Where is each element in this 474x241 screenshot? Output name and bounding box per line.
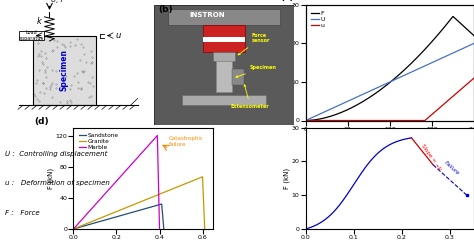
Bar: [216, 61, 232, 92]
Granite: [202, 228, 208, 230]
Text: Load
apparatus: Load apparatus: [19, 30, 44, 41]
Bar: [232, 69, 244, 85]
Y-axis label: F (kN): F (kN): [47, 168, 54, 189]
Line: Marble: Marble: [73, 135, 160, 229]
Text: Failure: Failure: [443, 160, 460, 176]
Text: (d): (d): [34, 117, 49, 126]
Bar: [182, 94, 266, 105]
Sandstone: [159, 203, 164, 206]
Text: F :   Force: F : Force: [5, 210, 39, 216]
Text: u: u: [116, 31, 121, 40]
Text: Specimen: Specimen: [60, 49, 69, 91]
Y-axis label: F (kN): F (kN): [284, 168, 290, 189]
Granite: [71, 228, 76, 230]
Text: (e): (e): [281, 117, 295, 126]
Text: k: k: [37, 17, 42, 26]
Granite: [200, 175, 205, 178]
Marble: [157, 228, 163, 230]
Text: Extensometer: Extensometer: [231, 85, 270, 109]
Text: (b): (b): [158, 5, 173, 13]
Sandstone: [71, 228, 76, 230]
Bar: [203, 37, 245, 42]
Bar: [203, 25, 245, 52]
Line: Granite: Granite: [73, 177, 205, 229]
Bar: [18, 31, 44, 40]
Bar: [213, 52, 235, 61]
Legend: F, U, u: F, U, u: [309, 8, 328, 31]
Text: Slope = −k: Slope = −k: [420, 143, 442, 171]
Text: U :  Controlling displacement: U : Controlling displacement: [5, 150, 107, 157]
Text: (c): (c): [281, 0, 294, 2]
Line: Sandstone: Sandstone: [73, 204, 164, 229]
Text: u :   Deformation of specimen: u : Deformation of specimen: [5, 180, 109, 186]
Legend: Sandstone, Granite, Marble: Sandstone, Granite, Marble: [76, 131, 121, 152]
Text: U, F: U, F: [51, 0, 64, 3]
Sandstone: [161, 228, 167, 230]
Marble: [71, 228, 76, 230]
Text: Specimen: Specimen: [236, 65, 276, 77]
Y-axis label: F (kN): F (kN): [284, 52, 290, 73]
Text: Catastrophic
failure: Catastrophic failure: [169, 136, 204, 147]
Marble: [155, 134, 160, 137]
Bar: [168, 9, 280, 25]
X-axis label: t (s): t (s): [383, 133, 397, 140]
Bar: [33, 36, 96, 105]
Text: Force
sensor: Force sensor: [238, 33, 270, 55]
Text: INSTRON: INSTRON: [189, 12, 225, 18]
